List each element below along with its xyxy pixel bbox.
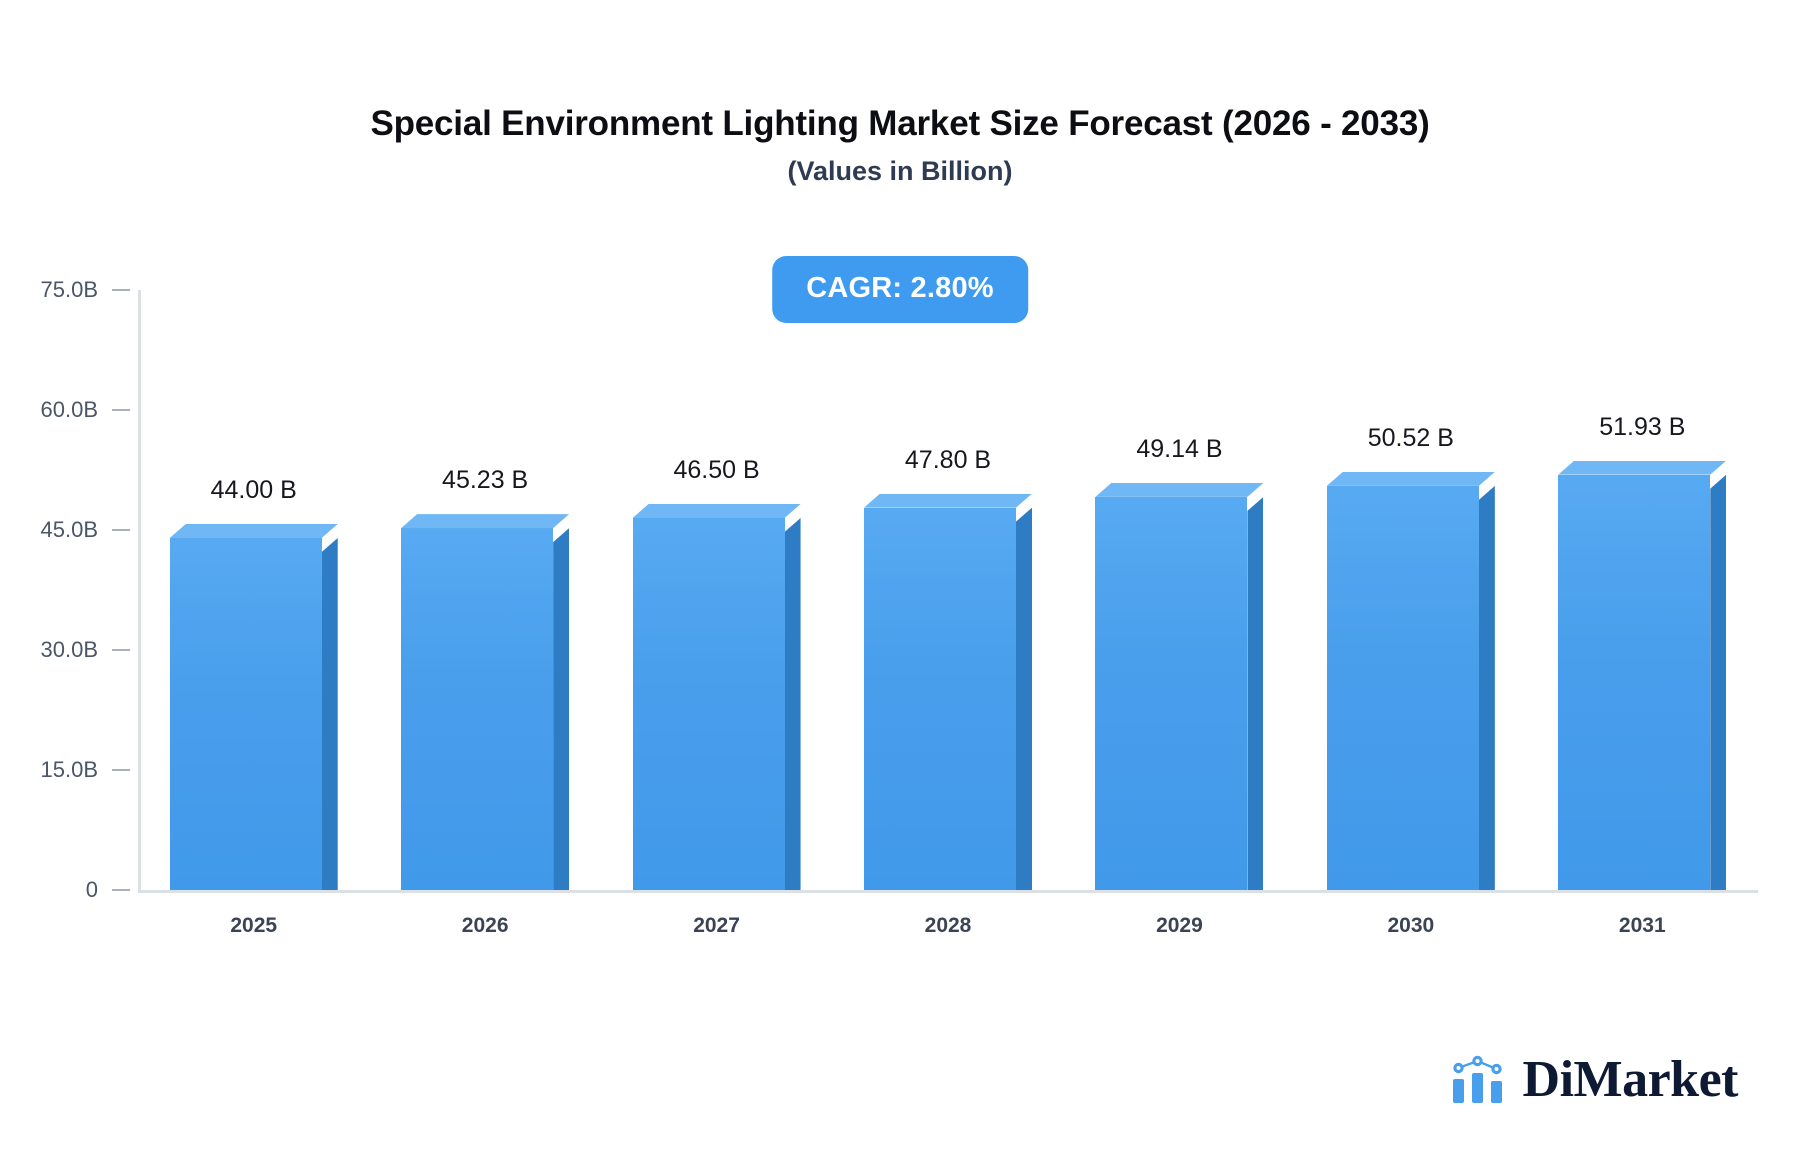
plot-area: 75.0B 60.0B 45.0B 30.0B 15.0B 0 44.00 B 2025 45…: [41, 277, 1758, 937]
y-axis-tick-label: 45.0B: [40, 517, 99, 542]
chart-subtitle: (Values in Billion): [787, 156, 1013, 187]
bar-body: [401, 514, 570, 890]
bar-side-face: [553, 528, 570, 890]
x-axis-tick-label: 2028: [924, 914, 972, 937]
bar-value-label: 44.00 B: [210, 476, 297, 504]
bar[interactable]: 51.93 B 2031: [1558, 413, 1727, 937]
bar-side-face: [1710, 474, 1727, 890]
cagr-badge: CAGR: 2.80%: [772, 256, 1028, 323]
y-axis-tick-mark: [112, 649, 130, 651]
bar-body: [1095, 482, 1264, 890]
y-axis-tick-label: 30.0B: [40, 637, 99, 662]
bar-body: [864, 493, 1032, 890]
logo-text: DiMarket: [1522, 1051, 1739, 1108]
x-axis-tick-label: 2030: [1387, 914, 1435, 937]
bar-top-face: [864, 493, 1032, 508]
bar-front-face: [1558, 474, 1711, 890]
bar-body: [1558, 460, 1727, 890]
chart-title: Special Environment Lighting Market Size…: [370, 104, 1430, 143]
bar-top-face: [1326, 471, 1495, 486]
bar-value-label: 49.14 B: [1136, 434, 1223, 463]
bar-chart-icon: [1452, 1055, 1502, 1103]
bar-side-face: [1478, 485, 1495, 890]
x-axis-tick-label: 2026: [461, 914, 509, 937]
bar[interactable]: 50.52 B 2030: [1326, 424, 1495, 937]
bar-front-face: [1095, 496, 1248, 890]
bar-value-label: 46.50 B: [673, 456, 760, 484]
y-axis-tick-mark: [112, 769, 130, 771]
bar-top-face: [1095, 482, 1264, 497]
bar-top-face: [632, 504, 801, 518]
bar-front-face: [401, 528, 554, 890]
bar-side-face: [1247, 496, 1264, 890]
y-axis-line: [138, 290, 141, 890]
y-axis-tick-label: 0: [85, 877, 98, 902]
bar-top-face: [401, 514, 570, 529]
y-axis-tick-label: 75.0B: [40, 277, 99, 302]
bar-front-face: [1326, 485, 1479, 890]
bar-body: [632, 504, 801, 890]
y-axis-tick-mark: [112, 409, 130, 411]
bar-value-label: 47.80 B: [904, 445, 992, 474]
title-block: Special Environment Lighting Market Size…: [0, 104, 1800, 187]
bar[interactable]: 45.23 B 2026: [401, 466, 570, 937]
x-axis-tick-label: 2031: [1618, 914, 1666, 937]
bar-front-face: [864, 507, 1016, 890]
bar-top-face: [1558, 460, 1727, 475]
bar-body: [169, 524, 338, 890]
y-axis-tick-mark: [112, 529, 130, 531]
brand-logo: DiMarket: [1451, 1051, 1739, 1108]
y-axis-tick-mark: [112, 289, 130, 291]
bar-front-face: [169, 538, 322, 890]
x-axis-tick-label: 2025: [230, 914, 278, 937]
bar-side-face: [784, 518, 801, 890]
y-axis-tick-label: 15.0B: [40, 757, 99, 782]
x-axis-tick-label: 2027: [693, 914, 740, 937]
bars-layer: 44.00 B 2025 45.23 B 2026 46.50 B 2027 47.80 B…: [138, 290, 1758, 937]
y-axis-tick-label: 60.0B: [40, 397, 99, 422]
bar-value-label: 45.23 B: [442, 466, 529, 495]
bar[interactable]: 47.80 B 2028: [864, 446, 1032, 937]
bar-value-label: 51.93 B: [1599, 412, 1686, 441]
x-axis-tick-label: 2029: [1156, 914, 1203, 937]
bar-value-label: 50.52 B: [1367, 423, 1454, 452]
bar-side-face: [321, 538, 338, 890]
bar[interactable]: 46.50 B 2027: [632, 456, 801, 937]
bar[interactable]: 44.00 B 2025: [169, 476, 338, 937]
bar[interactable]: 49.14 B 2029: [1095, 435, 1264, 937]
bar-front-face: [632, 518, 785, 890]
x-axis-line: [138, 890, 1758, 893]
bar-body: [1326, 471, 1495, 890]
y-axis-tick-mark: [112, 889, 130, 891]
bar-side-face: [1016, 507, 1032, 890]
bar-top-face: [169, 524, 338, 538]
